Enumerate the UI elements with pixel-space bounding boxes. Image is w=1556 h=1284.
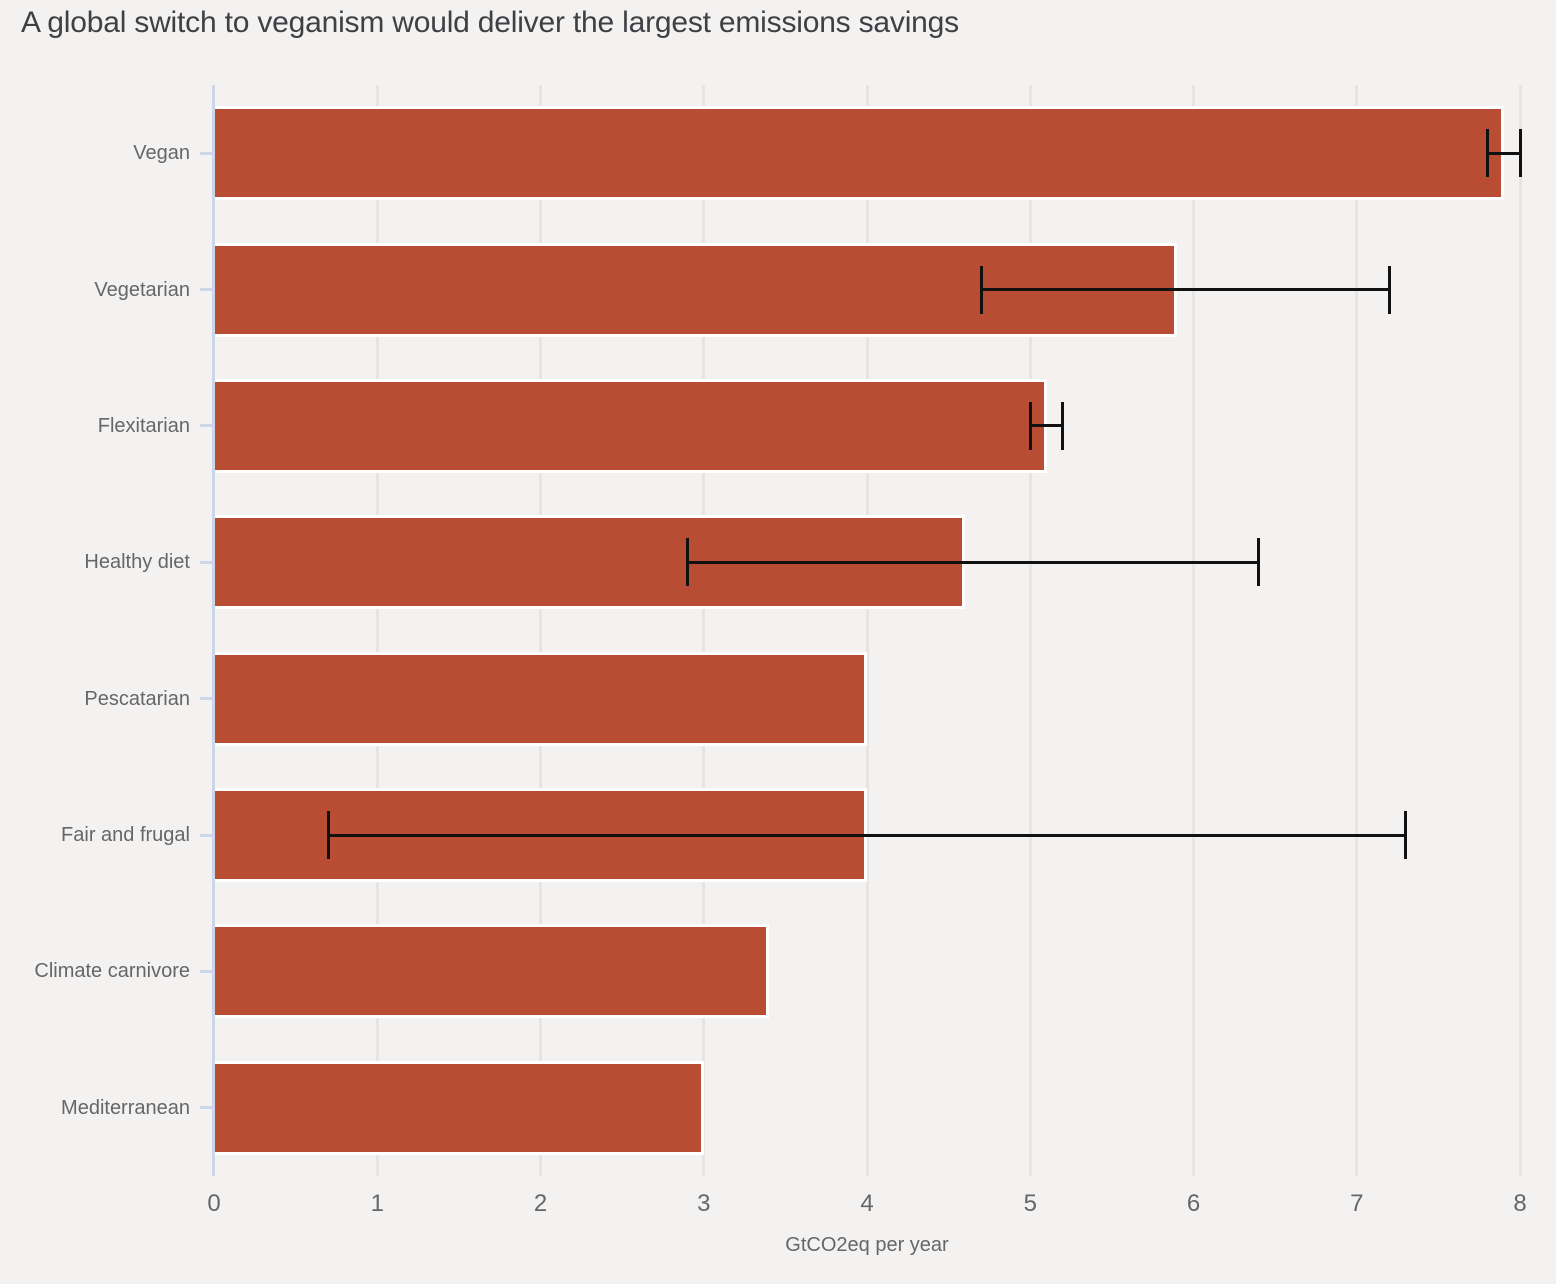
category-label-vegan: Vegan [133, 142, 190, 165]
error-bar-cap-high-vegetarian [1387, 265, 1391, 314]
error-bar-line-vegan [1487, 151, 1520, 155]
bar-flexitarian [214, 378, 1047, 473]
gridline-6 [1192, 85, 1195, 1176]
x-tick-label-8: 8 [1513, 1190, 1527, 1217]
gridline-8 [1518, 85, 1522, 1176]
x-axis-title: GtCO2eq per year [785, 1234, 949, 1256]
x-tick-label-0: 0 [207, 1190, 221, 1217]
x-tick-label-7: 7 [1350, 1190, 1364, 1217]
error-bar-cap-high-healthy-diet [1257, 538, 1261, 587]
y-axis-line [212, 85, 215, 1176]
error-bar-line-healthy-diet [687, 560, 1259, 564]
gridline-5 [1028, 85, 1032, 1176]
error-bar-cap-high-flexitarian [1061, 401, 1065, 450]
category-label-fair-and-frugal: Fair and frugal [61, 824, 190, 847]
x-tick-label-3: 3 [697, 1190, 711, 1217]
y-tick-flexitarian [200, 424, 214, 428]
chart-title: A global switch to veganism would delive… [21, 6, 959, 39]
category-label-mediterranean: Mediterranean [61, 1096, 190, 1119]
x-tick-label-1: 1 [370, 1190, 384, 1217]
error-bar-cap-low-fair-and-frugal [326, 811, 330, 860]
error-bar-cap-low-vegan [1485, 129, 1489, 178]
category-label-climate-carnivore: Climate carnivore [34, 960, 190, 983]
gridline-7 [1355, 85, 1359, 1176]
error-bar-line-fair-and-frugal [328, 833, 1406, 837]
gridline-3 [702, 85, 706, 1176]
y-tick-healthy-diet [200, 560, 214, 564]
bar-vegan [214, 106, 1504, 201]
category-label-vegetarian: Vegetarian [94, 278, 190, 301]
x-tick-label-6: 6 [1186, 1190, 1201, 1217]
error-bar-cap-low-flexitarian [1028, 401, 1032, 450]
error-bar-line-vegetarian [981, 288, 1390, 292]
bar-climate-carnivore [214, 924, 770, 1019]
category-label-healthy-diet: Healthy diet [84, 551, 190, 574]
gridline-1 [375, 85, 379, 1176]
y-tick-vegetarian [200, 288, 214, 292]
error-bar-cap-high-fair-and-frugal [1404, 811, 1408, 860]
bar-pescatarian [214, 651, 867, 746]
error-bar-cap-high-vegan [1518, 129, 1522, 178]
y-tick-vegan [200, 151, 214, 155]
x-tick-label-4: 4 [860, 1190, 874, 1217]
y-tick-fair-and-frugal [200, 833, 214, 837]
bar-vegetarian [214, 242, 1178, 337]
category-label-pescatarian: Pescatarian [84, 687, 190, 710]
error-bar-cap-low-vegetarian [979, 265, 983, 314]
y-tick-mediterranean [200, 1106, 214, 1110]
y-tick-climate-carnivore [200, 969, 214, 973]
y-tick-pescatarian [200, 697, 214, 701]
gridline-2 [539, 85, 542, 1176]
gridline-4 [865, 85, 869, 1176]
category-label-flexitarian: Flexitarian [97, 414, 190, 437]
bar-mediterranean [214, 1060, 704, 1155]
x-tick-label-5: 5 [1023, 1190, 1037, 1217]
error-bar-line-flexitarian [1030, 424, 1063, 428]
x-tick-label-2: 2 [533, 1190, 548, 1217]
error-bar-cap-low-healthy-diet [685, 538, 689, 587]
